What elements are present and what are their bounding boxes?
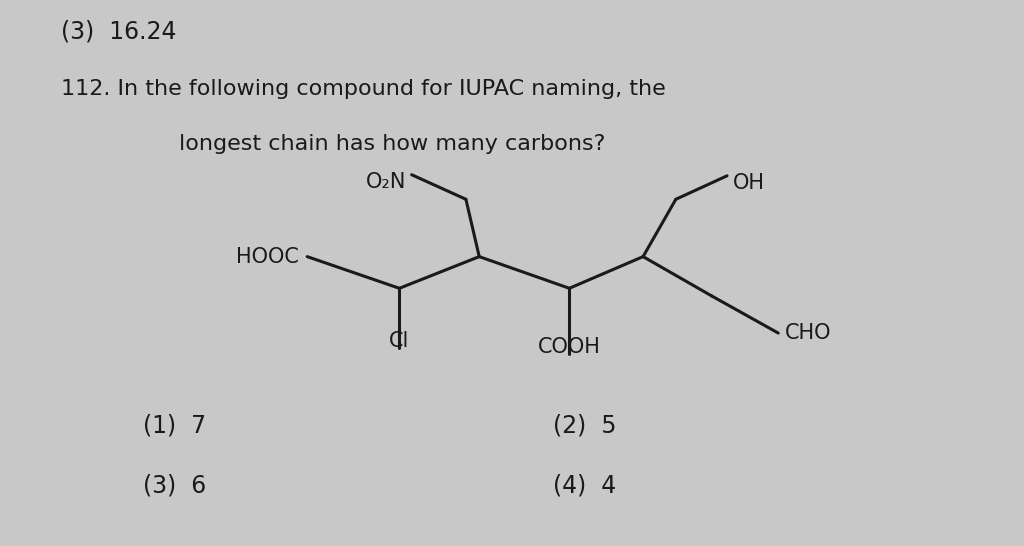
Text: 112. In the following compound for IUPAC naming, the: 112. In the following compound for IUPAC… [61,79,667,99]
Text: COOH: COOH [538,336,601,357]
Text: longest chain has how many carbons?: longest chain has how many carbons? [179,134,605,154]
Text: (4)  4: (4) 4 [553,474,616,498]
Text: (1)  7: (1) 7 [143,414,207,438]
Text: O₂N: O₂N [367,172,407,192]
Text: HOOC: HOOC [237,247,299,266]
Text: Cl: Cl [389,331,410,351]
Text: (3)  16.24: (3) 16.24 [61,19,177,43]
Text: CHO: CHO [784,323,830,343]
Text: (2)  5: (2) 5 [553,414,616,438]
Text: (3)  6: (3) 6 [143,474,207,498]
Text: OH: OH [733,173,765,193]
